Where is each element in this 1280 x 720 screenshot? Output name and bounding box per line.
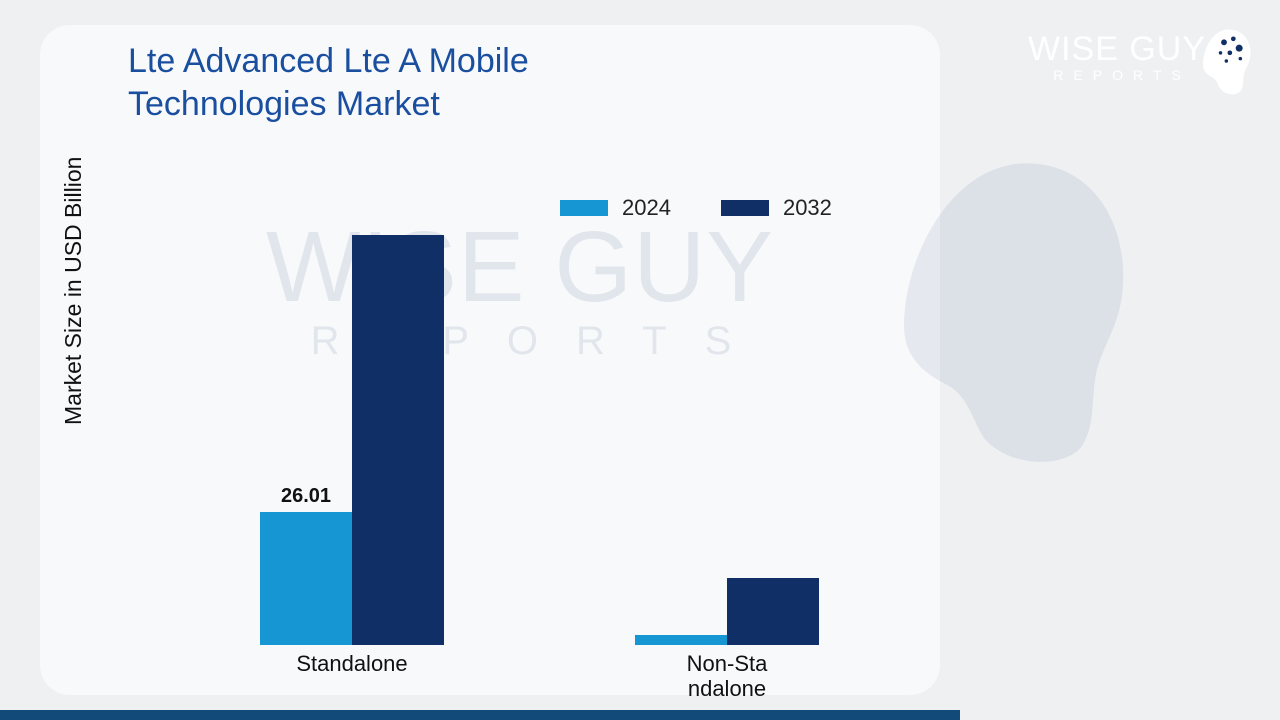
bar-group: 26.01Standalone: [260, 225, 444, 645]
legend-label-2032: 2032: [783, 195, 832, 221]
brand-logo: WISE GUY REPORTS: [982, 30, 1252, 83]
legend-swatch-2024: [560, 200, 608, 216]
category-label: Standalone: [272, 651, 432, 676]
brand-head-icon: [1194, 26, 1254, 96]
legend-item-2032: 2032: [721, 195, 832, 221]
bar: [727, 578, 819, 645]
bar: [260, 512, 352, 645]
y-axis-label: Market Size in USD Billion: [60, 157, 87, 425]
legend-label-2024: 2024: [622, 195, 671, 221]
legend-item-2024: 2024: [560, 195, 671, 221]
chart-canvas: WISE GUY REPORTS Lte Advanced Lte A Mobi…: [0, 0, 1280, 720]
bottom-accent-bar: [0, 710, 960, 720]
legend: 2024 2032: [560, 195, 832, 221]
chart-title: Lte Advanced Lte A Mobile Technologies M…: [128, 40, 708, 125]
plot-area: 26.01Standalone Non-Standalone: [210, 225, 910, 645]
bar: [352, 235, 444, 645]
bar: [635, 635, 727, 645]
bar-group: Non-Standalone: [635, 225, 819, 645]
legend-swatch-2032: [721, 200, 769, 216]
category-label: Non-Standalone: [647, 651, 807, 702]
right-panel: [960, 0, 1280, 720]
bar-value-label: 26.01: [260, 485, 352, 508]
